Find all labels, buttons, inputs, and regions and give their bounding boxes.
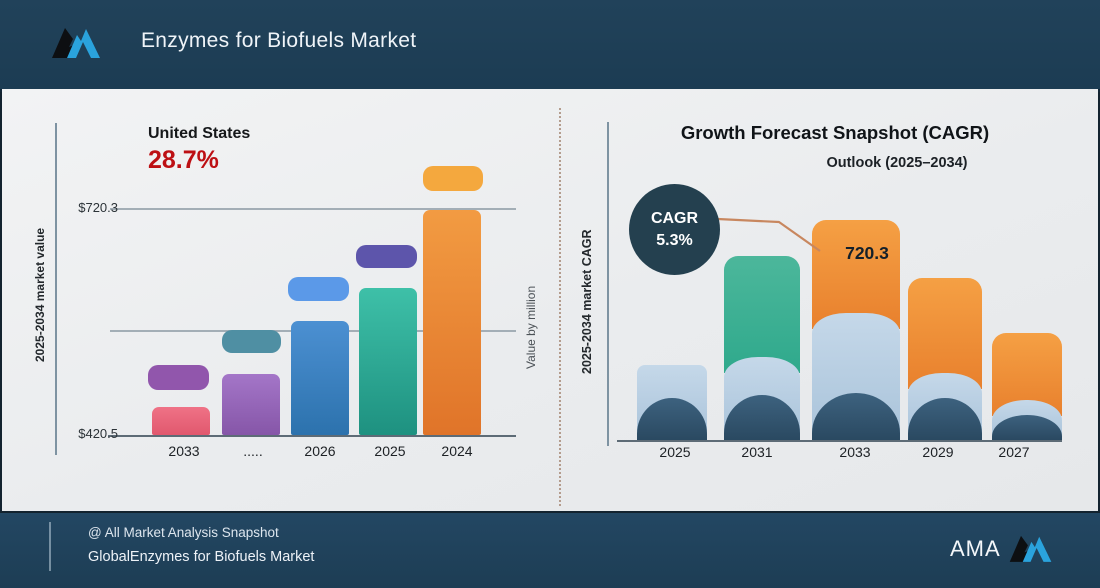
header-band: Enzymes for Biofuels Market — [0, 0, 1100, 92]
right-bar-top-segment — [724, 256, 800, 373]
footer-ama-logo-icon — [1008, 530, 1060, 566]
cagr-badge: CAGR 5.3% — [629, 184, 720, 275]
left-y-axis-label: 2025-2034 market value — [33, 227, 47, 363]
left-x-label: ..... — [243, 443, 263, 459]
right-x-axis — [617, 440, 1062, 442]
cagr-badge-value: 5.3% — [656, 231, 693, 249]
left-x-label: 2033 — [168, 443, 200, 459]
page-title: Enzymes for Biofuels Market — [141, 29, 417, 52]
right-x-label: 2029 — [922, 444, 954, 460]
right-chart-subtitle: Outlook (2025–2034) — [826, 155, 968, 171]
left-bar — [152, 407, 210, 435]
left-y-axis — [55, 123, 57, 455]
left-x-label: 2024 — [441, 443, 473, 459]
left-bar-cap — [423, 166, 483, 191]
left-bar-cap — [356, 245, 417, 268]
left-bar — [291, 321, 349, 435]
right-x-label: 2031 — [741, 444, 773, 460]
panel-divider-dotted — [559, 108, 561, 506]
left-x-label: 2025 — [374, 443, 406, 459]
left-bar — [423, 210, 481, 435]
left-chart-highlight-value: 28.7% — [148, 146, 219, 174]
footer-band: @ All Market Analysis Snapshot GlobalEnz… — [0, 513, 1100, 588]
right-x-label: 2033 — [839, 444, 871, 460]
right-y-axis-label: 2025-2034 market CAGR — [580, 229, 594, 375]
right-bar-value-label: 720.3 — [845, 243, 889, 263]
left-bar — [222, 374, 280, 435]
cagr-badge-label: CAGR — [650, 209, 699, 227]
right-x-label: 2025 — [659, 444, 691, 460]
left-x-label: 2026 — [304, 443, 336, 459]
footer-snapshot-text: @ All Market Analysis Snapshot — [88, 525, 279, 540]
footer-separator — [49, 522, 51, 571]
left-bar — [359, 288, 417, 435]
left-bar-cap — [288, 277, 349, 301]
left-chart-country-label: United States — [148, 125, 251, 142]
left-tick-top: $720.3 — [78, 200, 118, 215]
right-x-label: 2027 — [998, 444, 1030, 460]
ama-logo-icon — [50, 25, 110, 59]
footer-brand-text: AMA — [950, 536, 1001, 561]
right-bar-top-segment — [908, 278, 982, 389]
left-bar-cap — [222, 330, 281, 353]
left-gridline-top — [110, 208, 516, 210]
left-right-axis-label: Value by million — [524, 285, 538, 370]
right-bar-top-segment — [812, 220, 900, 329]
left-bar-cap — [148, 365, 209, 390]
footer-market-text: GlobalEnzymes for Biofuels Market — [88, 549, 315, 565]
left-tick-bottom: $420.5 — [78, 426, 118, 441]
right-y-axis — [607, 122, 609, 446]
right-chart-title: Growth Forecast Snapshot (CAGR) — [680, 122, 990, 143]
left-x-axis — [108, 435, 516, 437]
